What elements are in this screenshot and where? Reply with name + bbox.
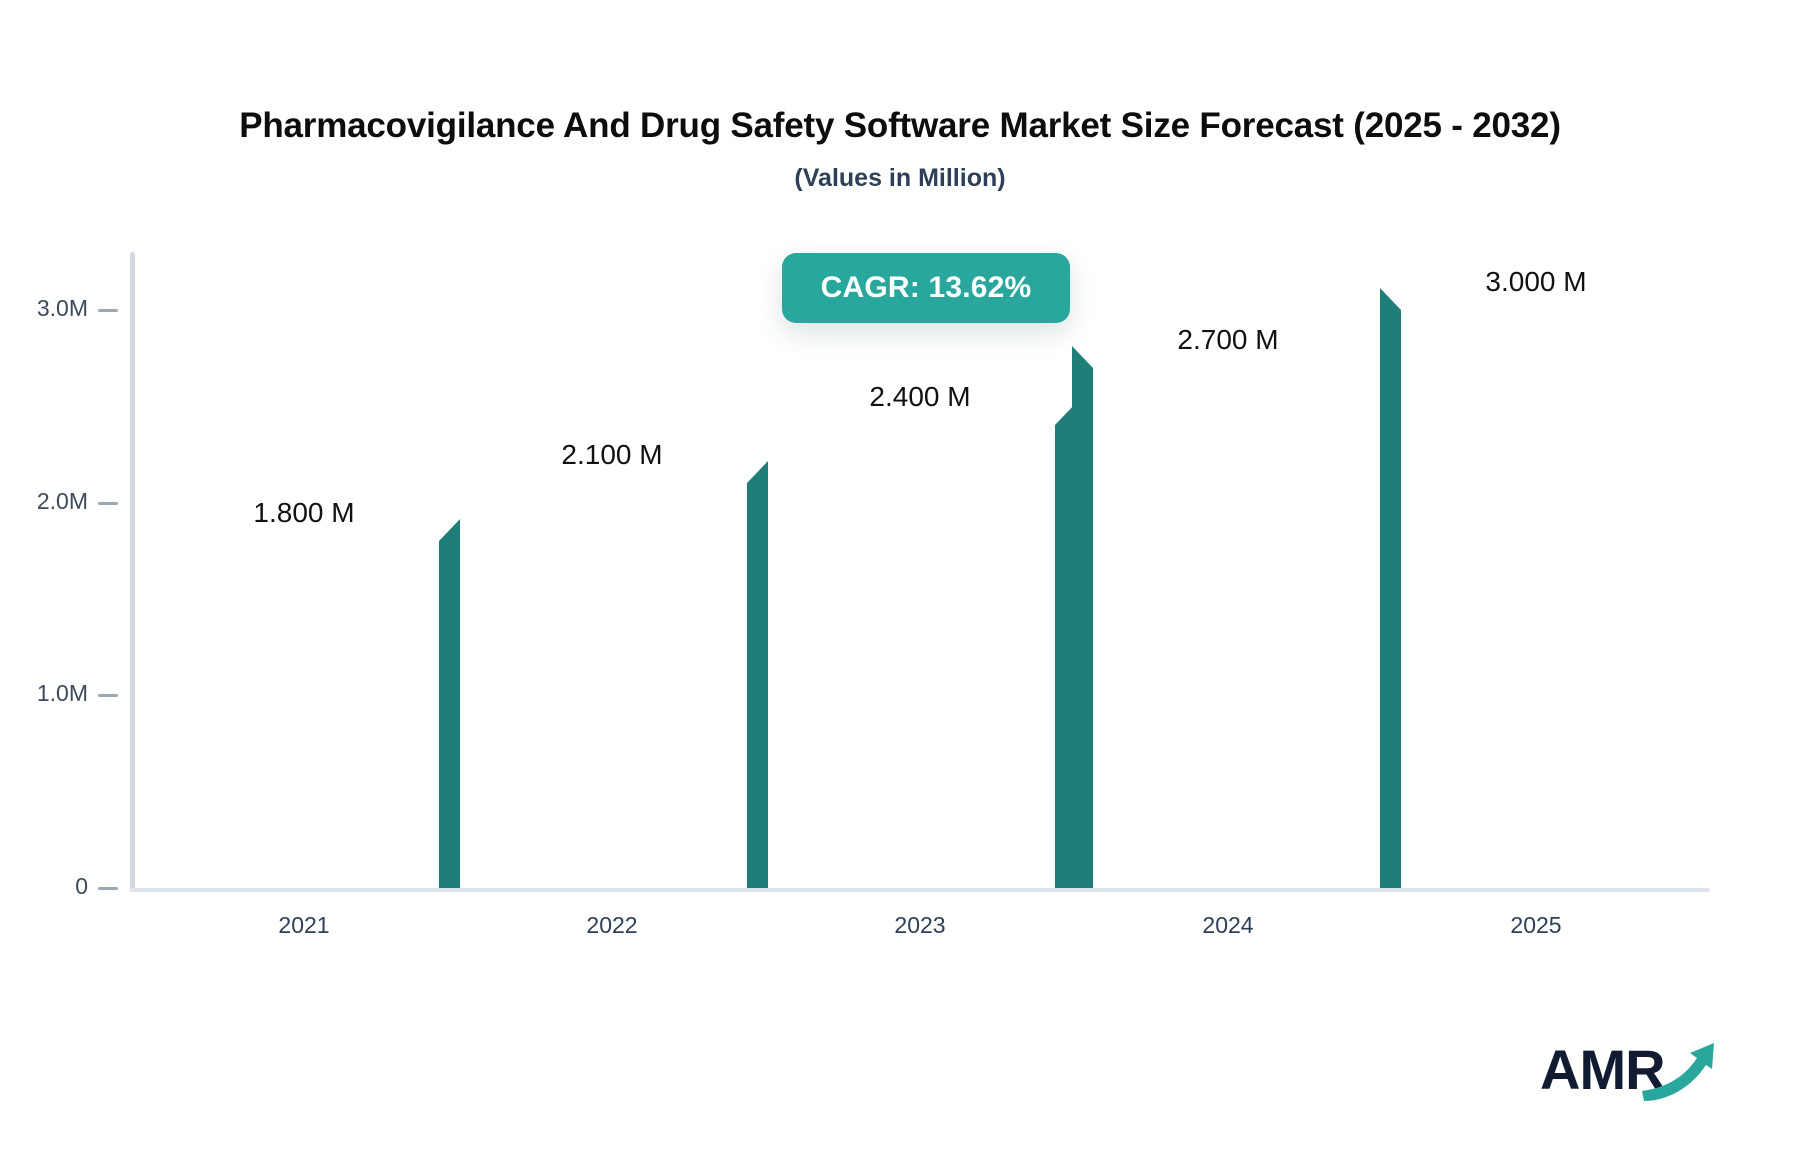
bar-value-label: 2.100 M: [561, 439, 663, 470]
y-axis-tick-label: 1.0M: [36, 680, 88, 707]
y-axis-tick-mark: [98, 694, 118, 698]
bar-value-label: 1.800 M: [253, 497, 355, 528]
y-axis-tick-mark: [98, 308, 118, 312]
amr-logo-text: AMR: [1540, 1038, 1666, 1101]
chart-subtitle: (Values in Million): [794, 164, 1006, 192]
cagr-badge[interactable]: CAGR: 13.62%: [782, 253, 1070, 323]
bar-2025[interactable]: 3.000 M: [1380, 266, 1671, 888]
x-axis-label-2023: 2023: [894, 912, 946, 938]
amr-logo: AMR: [1540, 1035, 1740, 1125]
y-axis-tick-mark: [98, 501, 118, 505]
bar-value-label: 2.700 M: [1177, 324, 1279, 355]
bar-value-label: 3.000 M: [1485, 266, 1587, 297]
x-axis-label-2024: 2024: [1202, 912, 1254, 938]
x-axis-line: [130, 888, 1710, 892]
bar-2022[interactable]: 2.100 M: [477, 439, 768, 888]
bar-side-face: [747, 461, 768, 888]
chart-header: Pharmacovigilance And Drug Safety Softwa…: [0, 0, 1800, 193]
x-axis-label-2021: 2021: [278, 912, 330, 938]
x-axis-label-2022: 2022: [586, 912, 638, 938]
bar-side-face: [1055, 403, 1076, 888]
y-axis-tick-label: 3.0M: [36, 294, 88, 321]
bar-2023[interactable]: 2.400 M: [785, 381, 1076, 888]
y-axis-tick-label: 0: [75, 873, 88, 899]
bar-value-label: 2.400 M: [869, 381, 971, 412]
y-axis-line: [130, 252, 135, 892]
y-axis-tick-label: 2.0M: [36, 487, 88, 514]
page-title: Pharmacovigilance And Drug Safety Softwa…: [239, 106, 1561, 145]
bar-side-face: [1380, 288, 1401, 888]
bar-side-face: [1072, 346, 1093, 888]
bar-2021[interactable]: 1.800 M: [169, 497, 460, 888]
trending-up-arrow-icon: [1640, 1039, 1732, 1116]
bar-2024[interactable]: 2.700 M: [1072, 324, 1363, 888]
bar-side-face: [439, 519, 460, 888]
x-axis-label-2025: 2025: [1510, 912, 1562, 938]
y-axis-tick-mark: [98, 887, 118, 890]
cagr-badge-label: CAGR: 13.62%: [820, 271, 1032, 304]
